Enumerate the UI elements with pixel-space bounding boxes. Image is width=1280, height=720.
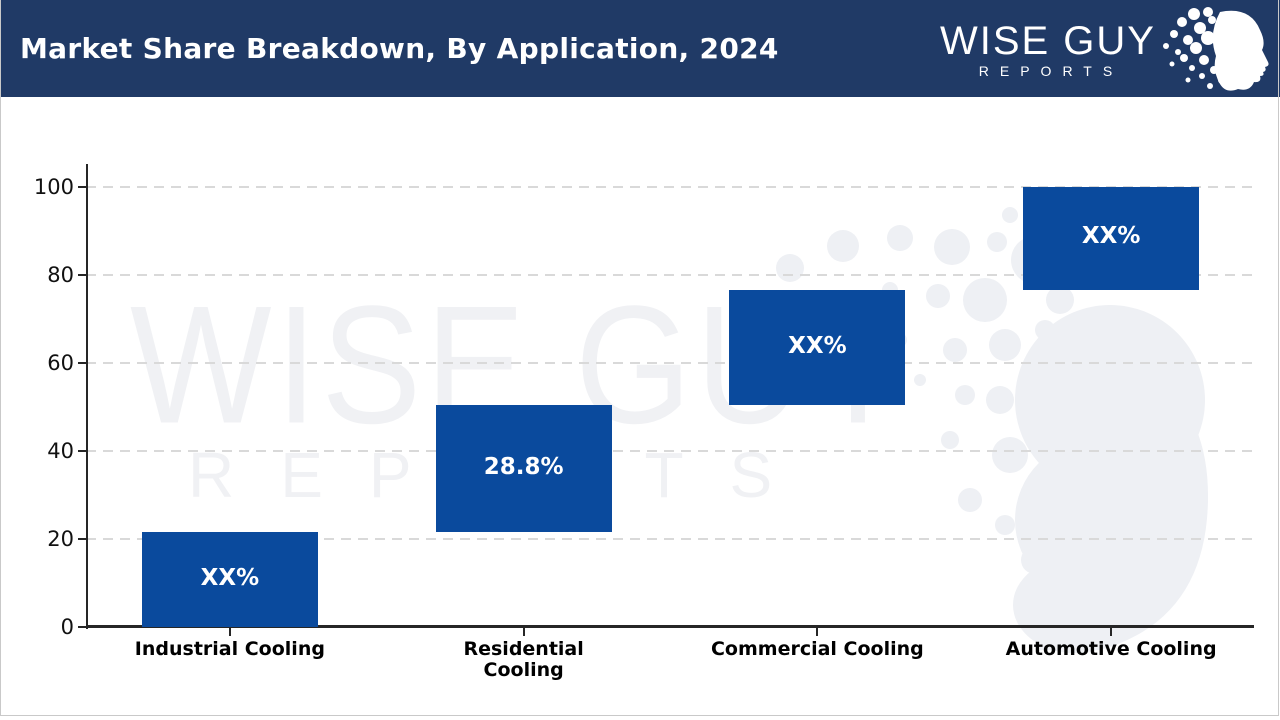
category-label: Industrial Cooling — [134, 638, 325, 660]
y-tick-label: 60 — [47, 351, 74, 375]
y-tick-mark — [78, 626, 86, 628]
gridline — [86, 274, 1254, 276]
logo-wordmark: WISE GUY — [939, 18, 1156, 63]
bar — [141, 532, 318, 627]
y-tick-mark — [78, 450, 86, 452]
y-tick-mark — [78, 362, 86, 364]
gridline — [86, 538, 1254, 540]
bar-value-label: XX% — [200, 564, 260, 591]
x-tick-mark — [816, 628, 819, 636]
x-tick-mark — [228, 628, 231, 636]
brand-logo: WISE GUY REPORTS — [940, 6, 1270, 92]
gridline — [86, 186, 1254, 188]
y-tick-mark — [78, 538, 86, 540]
y-tick-label: 0 — [60, 615, 74, 639]
y-tick-label: 20 — [47, 527, 74, 551]
x-axis-line — [86, 625, 1254, 628]
header: Market Share Breakdown, By Application, … — [0, 0, 1280, 97]
bar-value-label: 28.8% — [483, 453, 564, 480]
bar — [1023, 187, 1200, 290]
x-tick-mark — [1110, 628, 1113, 636]
y-tick-mark — [78, 274, 86, 276]
y-tick-label: 80 — [47, 263, 74, 287]
gridline — [86, 362, 1254, 364]
bar-value-label: XX% — [788, 332, 847, 359]
bar-value-label: XX% — [1081, 223, 1141, 250]
category-label: Commercial Cooling — [710, 638, 924, 660]
category-label: Residential Cooling — [463, 638, 584, 681]
logo-face-icon — [1163, 6, 1269, 91]
gridline — [86, 450, 1254, 452]
bar — [435, 405, 612, 532]
category-label: Automotive Cooling — [1005, 638, 1217, 660]
bar — [729, 290, 906, 405]
y-tick-label: 40 — [47, 439, 74, 463]
x-tick-mark — [522, 628, 525, 636]
y-tick-label: 100 — [33, 175, 74, 199]
y-axis-line — [86, 164, 88, 629]
y-tick-mark — [78, 186, 86, 188]
page-title: Market Share Breakdown, By Application, … — [20, 32, 779, 65]
logo-subtitle: REPORTS — [978, 62, 1124, 79]
